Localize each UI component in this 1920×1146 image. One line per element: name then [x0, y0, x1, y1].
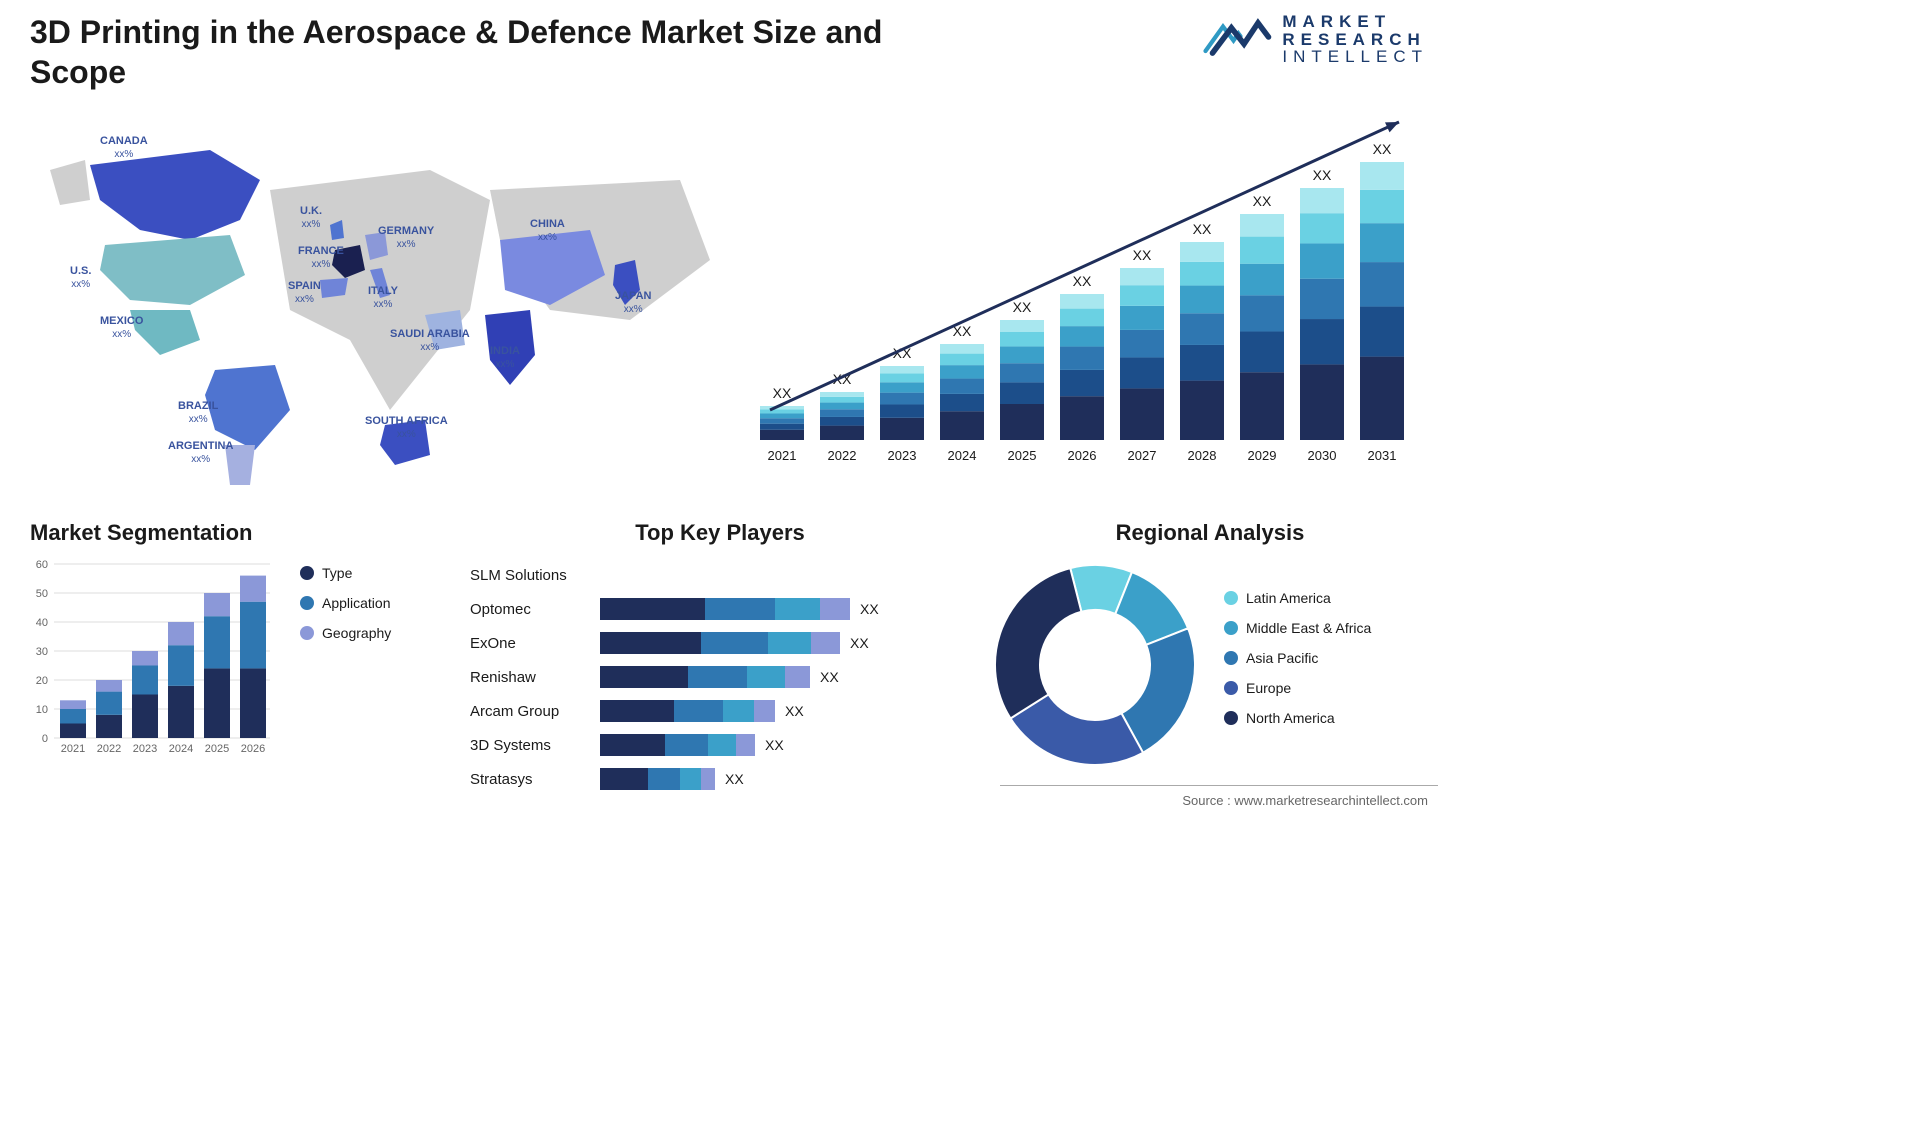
brand-logo: MARKET RESEARCH INTELLECT	[1202, 12, 1428, 67]
regional-title: Regional Analysis	[990, 520, 1430, 546]
player-bar-row: XX	[600, 626, 970, 660]
svg-text:2026: 2026	[1068, 448, 1097, 463]
svg-text:XX: XX	[1133, 247, 1152, 263]
key-players-labels: SLM SolutionsOptomecExOneRenishawArcam G…	[470, 558, 600, 796]
segmentation-chart: 0 10 20 30 40 50 60 2021 2022 2023 2024 2025 2026	[30, 558, 270, 788]
map-label: GERMANYxx%	[378, 225, 434, 250]
player-label: SLM Solutions	[470, 558, 600, 592]
map-label: JAPANxx%	[615, 290, 651, 315]
player-label: Stratasys	[470, 762, 600, 796]
legend-item: Latin America	[1224, 590, 1371, 606]
key-players-bars: XXXXXXXXXXXX	[600, 558, 970, 796]
svg-text:50: 50	[36, 588, 48, 600]
svg-text:10: 10	[36, 704, 48, 716]
legend-item: Asia Pacific	[1224, 650, 1371, 666]
segmentation-title: Market Segmentation	[30, 520, 460, 546]
page-title: 3D Printing in the Aerospace & Defence M…	[30, 12, 930, 92]
svg-text:2023: 2023	[133, 743, 157, 755]
player-bar-row: XX	[600, 762, 970, 796]
svg-text:2024: 2024	[948, 448, 977, 463]
map-label: SAUDI ARABIAxx%	[390, 328, 470, 353]
svg-text:XX: XX	[1373, 141, 1392, 157]
map-label: ITALYxx%	[368, 285, 398, 310]
map-label: MEXICOxx%	[100, 315, 143, 340]
logo-text-3: INTELLECT	[1282, 48, 1428, 66]
svg-text:2031: 2031	[1368, 448, 1397, 463]
svg-text:2023: 2023	[888, 448, 917, 463]
svg-text:40: 40	[36, 617, 48, 629]
svg-text:XX: XX	[773, 385, 792, 401]
player-label: Arcam Group	[470, 694, 600, 728]
map-label: FRANCExx%	[298, 245, 344, 270]
svg-text:XX: XX	[1253, 193, 1272, 209]
legend-item: Middle East & Africa	[1224, 620, 1371, 636]
legend-item: Geography	[300, 625, 391, 641]
svg-text:2030: 2030	[1308, 448, 1337, 463]
player-bar-row: XX	[600, 592, 970, 626]
logo-mark-icon	[1202, 12, 1272, 67]
svg-text:2026: 2026	[241, 743, 265, 755]
svg-text:30: 30	[36, 646, 48, 658]
svg-text:2029: 2029	[1248, 448, 1277, 463]
logo-text-2: RESEARCH	[1282, 31, 1428, 49]
svg-text:XX: XX	[1013, 299, 1032, 315]
map-label: INDIAxx%	[490, 345, 520, 370]
map-label: U.S.xx%	[70, 265, 91, 290]
svg-text:XX: XX	[1193, 221, 1212, 237]
map-country-spain	[320, 278, 348, 298]
svg-text:XX: XX	[1073, 273, 1092, 289]
player-label: ExOne	[470, 626, 600, 660]
svg-text:2021: 2021	[768, 448, 797, 463]
player-label: Optomec	[470, 592, 600, 626]
svg-text:2025: 2025	[1008, 448, 1037, 463]
legend-item: Europe	[1224, 680, 1371, 696]
player-bar-row: XX	[600, 728, 970, 762]
player-bar-row: XX	[600, 660, 970, 694]
player-label: 3D Systems	[470, 728, 600, 762]
map-label: ARGENTINAxx%	[168, 440, 233, 465]
growth-bar-chart: XX 2021 XX 2022 XX 2023 XX 2024 XX 2025 XX 2026 XX 20…	[740, 110, 1440, 480]
map-country-usa	[100, 235, 245, 305]
map-label: U.K.xx%	[300, 205, 322, 230]
legend-item: North America	[1224, 710, 1371, 726]
svg-text:2022: 2022	[97, 743, 121, 755]
svg-text:20: 20	[36, 675, 48, 687]
regional-legend: Latin America Middle East & Africa Asia Pa…	[1224, 590, 1371, 740]
map-label: SPAINxx%	[288, 280, 321, 305]
svg-text:2022: 2022	[828, 448, 857, 463]
svg-text:2021: 2021	[61, 743, 85, 755]
segmentation-legend: Type Application Geography	[300, 565, 391, 655]
svg-text:XX: XX	[1313, 167, 1332, 183]
source-text: Source : www.marketresearchintellect.com	[1182, 793, 1428, 808]
map-country-canada	[90, 150, 260, 240]
svg-text:0: 0	[42, 733, 48, 745]
regional-donut-chart	[990, 560, 1200, 770]
svg-text:2027: 2027	[1128, 448, 1157, 463]
source-divider	[1000, 785, 1438, 786]
svg-text:60: 60	[36, 559, 48, 571]
svg-text:2024: 2024	[169, 743, 193, 755]
legend-item: Type	[300, 565, 391, 581]
svg-text:2028: 2028	[1188, 448, 1217, 463]
player-bar-row: XX	[600, 694, 970, 728]
world-map: CANADAxx% U.S.xx% MEXICOxx% BRAZILxx% ARGENT…	[30, 110, 710, 490]
map-label: BRAZILxx%	[178, 400, 218, 425]
map-label: CHINAxx%	[530, 218, 565, 243]
player-label: Renishaw	[470, 660, 600, 694]
key-players-title: Top Key Players	[470, 520, 970, 546]
legend-item: Application	[300, 595, 391, 611]
svg-text:2025: 2025	[205, 743, 229, 755]
donut-segment	[995, 568, 1081, 718]
map-label: SOUTH AFRICAxx%	[365, 415, 448, 440]
player-bar-row	[600, 558, 970, 592]
logo-text-1: MARKET	[1282, 13, 1428, 31]
map-label: CANADAxx%	[100, 135, 148, 160]
